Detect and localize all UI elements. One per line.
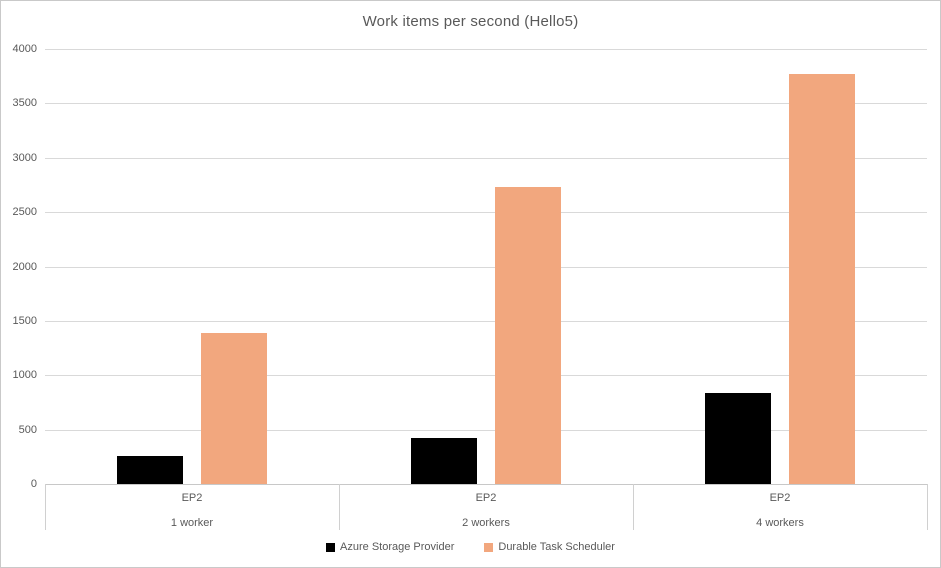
bar-azure-storage-provider-1-worker [117,455,183,484]
category-label-tier1-1: EP2 [181,492,203,504]
category-divider-2 [633,484,634,530]
legend: Azure Storage Provider Durable Task Sched… [1,541,940,553]
y-tick-label-3500: 3500 [12,97,37,110]
gridline-0 [45,484,927,485]
y-tick-label-4000: 4000 [12,43,37,55]
y-tick-label-2000: 2000 [12,260,37,273]
y-tick-label-1000: 1000 [12,369,37,382]
category-divider-3 [927,484,928,530]
y-tick-label-0: 0 [30,478,37,490]
category-divider-1 [339,484,340,530]
gridline-2500 [45,212,927,214]
legend-item-azure-storage-provider: Azure Storage Provider [326,541,454,553]
legend-item-durable-task-scheduler: Durable Task Scheduler [484,541,615,553]
bar-durable-task-scheduler-4-workers [789,74,855,484]
gridline-4000 [45,49,927,50]
legend-label-azure-storage-provider: Azure Storage Provider [340,541,455,553]
legend-marker-durable-task-scheduler [484,542,494,552]
y-tick-label-1500: 1500 [12,314,37,327]
bar-durable-task-scheduler-2-workers [495,187,561,484]
gridline-3000 [45,157,927,159]
legend-marker-azure-storage-provider [326,542,336,552]
gridline-500 [45,429,927,431]
category-label-tier1-2: EP2 [475,492,497,504]
gridline-2000 [45,266,927,268]
y-tick-label-500: 500 [18,423,37,436]
gridline-3500 [45,103,927,105]
category-label-tier1-3: EP2 [769,492,791,504]
gridline-1000 [45,375,927,377]
bar-azure-storage-provider-2-workers [411,438,477,484]
chart-title: Work items per second (Hello5) [362,13,579,30]
category-label-tier2-2: 2 workers [462,517,510,529]
bar-durable-task-scheduler-1-worker [201,332,267,484]
y-tick-label-2500: 2500 [12,206,37,219]
legend-label-durable-task-scheduler: Durable Task Scheduler [498,541,615,553]
category-label-tier2-3: 4 workers [756,517,804,529]
y-tick-label-3000: 3000 [12,151,37,164]
category-divider-0 [45,484,46,530]
bar-azure-storage-provider-4-workers [705,392,771,484]
gridline-1500 [45,320,927,322]
category-label-tier2-1: 1 worker [170,517,214,529]
